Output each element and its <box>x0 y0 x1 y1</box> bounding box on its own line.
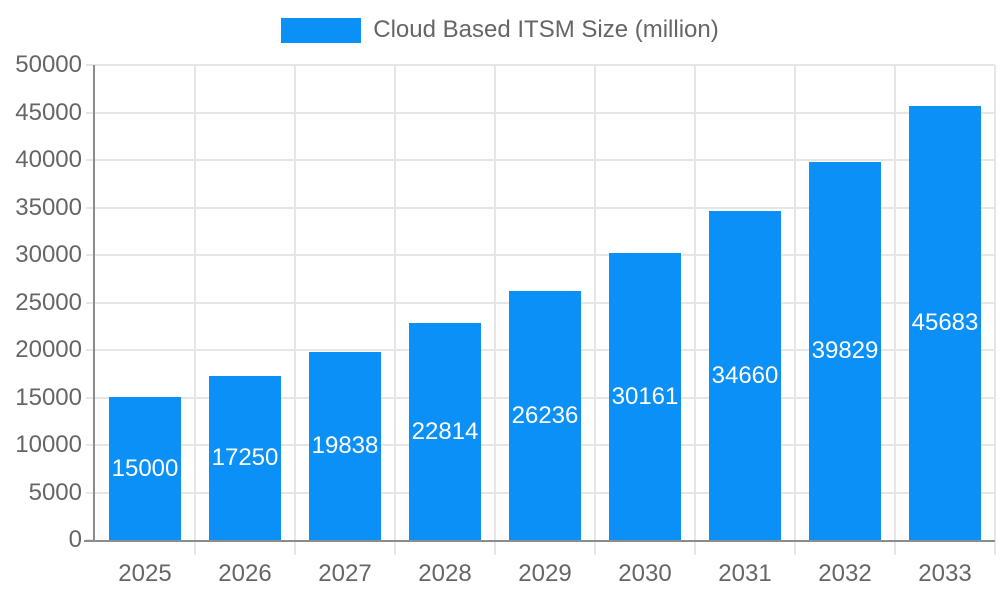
y-axis-label: 50000 <box>15 51 82 78</box>
h-gridline <box>95 254 995 256</box>
h-gridline <box>95 112 995 114</box>
bar-value-label: 39829 <box>811 337 879 364</box>
y-axis-label: 40000 <box>15 146 82 173</box>
y-axis-tick <box>86 159 95 161</box>
bar-value-label: 19838 <box>311 432 379 459</box>
v-gridline <box>494 65 496 540</box>
h-gridline <box>95 64 995 66</box>
h-gridline <box>95 207 995 209</box>
bar <box>609 253 681 540</box>
x-axis-label: 2030 <box>618 560 672 587</box>
x-axis-tick <box>194 540 196 555</box>
x-axis-label: 2027 <box>318 560 372 587</box>
y-axis-tick <box>86 112 95 114</box>
y-axis-tick <box>86 302 95 304</box>
x-axis-tick <box>494 540 496 555</box>
bar-value-label: 26236 <box>511 401 579 429</box>
bar <box>909 106 981 540</box>
x-axis-tick <box>694 540 696 555</box>
bar <box>509 291 581 540</box>
bar-value-label: 22814 <box>411 417 479 445</box>
y-axis-label: 35000 <box>15 194 82 221</box>
bar-value-label: 30161 <box>611 382 679 410</box>
x-axis-label: 2031 <box>718 560 772 587</box>
bar <box>209 376 281 540</box>
bar-value-label: 34660 <box>711 361 779 389</box>
bar-value-label: 17250 <box>211 444 279 471</box>
x-axis-tick <box>594 540 596 555</box>
v-gridline <box>294 65 296 540</box>
y-axis-tick <box>86 492 95 494</box>
v-gridline <box>794 65 796 540</box>
bar <box>709 211 781 540</box>
v-gridline <box>194 65 196 540</box>
bar-value-label: 15000 <box>111 454 179 482</box>
bar <box>109 397 181 540</box>
x-axis-tick <box>894 540 896 555</box>
legend-swatch <box>281 17 362 43</box>
y-axis-label: 15000 <box>15 384 82 411</box>
y-axis-label: 20000 <box>15 336 82 363</box>
x-axis-label: 2032 <box>818 560 872 587</box>
y-axis-tick <box>86 207 95 209</box>
v-gridline <box>394 65 396 540</box>
x-axis-tick <box>294 540 296 555</box>
x-axis-label: 2025 <box>118 560 172 587</box>
x-axis-label: 2029 <box>518 560 572 587</box>
v-gridline <box>694 65 696 540</box>
bar <box>309 352 381 540</box>
y-axis-label: 10000 <box>15 431 82 458</box>
bar <box>809 162 881 540</box>
x-axis-tick <box>994 540 996 555</box>
legend[interactable]: Cloud Based ITSM Size (million) <box>0 16 1000 44</box>
legend-label: Cloud Based ITSM Size (million) <box>373 16 719 43</box>
y-axis-tick <box>86 254 95 256</box>
y-axis-label: 5000 <box>28 479 82 506</box>
y-axis-tick <box>86 349 95 351</box>
bar <box>409 323 481 540</box>
x-axis-label: 2026 <box>218 560 272 587</box>
v-gridline <box>994 65 996 540</box>
x-axis-tick <box>794 540 796 555</box>
y-axis-tick <box>86 64 95 66</box>
bar-value-label: 45683 <box>911 309 979 336</box>
y-axis-label: 0 <box>68 526 82 553</box>
v-gridline <box>594 65 596 540</box>
y-axis-tick <box>86 444 95 446</box>
x-axis-label: 2033 <box>918 560 972 587</box>
y-axis-label: 25000 <box>15 289 82 316</box>
x-axis-label: 2028 <box>418 560 472 587</box>
y-axis-label: 45000 <box>15 99 82 126</box>
y-axis-line <box>93 65 95 542</box>
x-axis-tick <box>394 540 396 555</box>
v-gridline <box>894 65 896 540</box>
h-gridline <box>95 159 995 161</box>
x-axis-line <box>84 540 995 542</box>
y-axis-tick <box>86 397 95 399</box>
y-axis-label: 30000 <box>15 241 82 268</box>
